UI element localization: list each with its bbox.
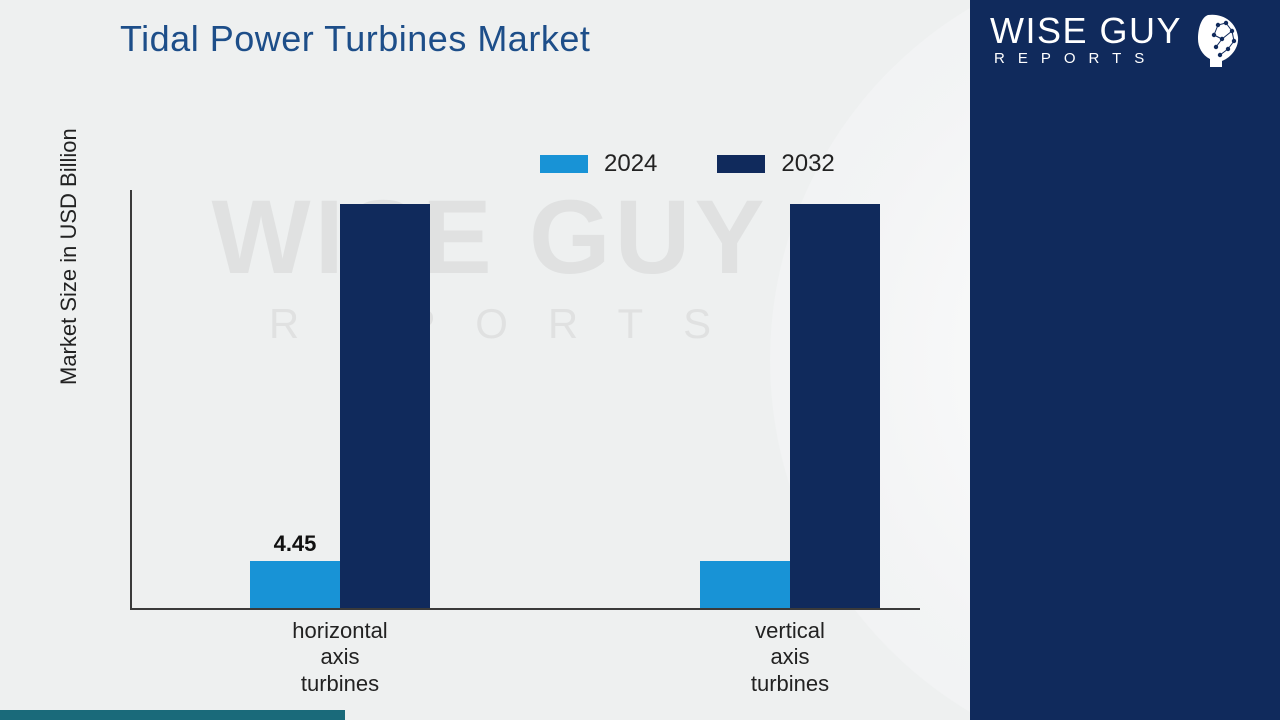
category-label-vertical: verticalaxisturbines	[700, 618, 880, 697]
head-icon	[1188, 11, 1244, 67]
legend-label-2024: 2024	[604, 150, 657, 178]
brand-logo: WISE GUY REPORTS	[990, 10, 1250, 67]
chart-title: Tidal Power Turbines Market	[120, 18, 590, 60]
right-sidebar	[970, 0, 1280, 720]
x-axis-baseline	[130, 608, 920, 610]
bar-vertical-2032	[790, 204, 880, 608]
category-label-horizontal: horizontalaxisturbines	[250, 618, 430, 697]
bar-horizontal-2032	[340, 204, 430, 608]
bar-vertical-2024	[700, 561, 790, 608]
bar-horizontal-2024	[250, 561, 340, 608]
y-axis-line	[130, 190, 132, 610]
legend-item-2024: 2024	[540, 150, 657, 178]
bar-value-horizontal-2024: 4.45	[250, 531, 340, 557]
chart-area: 4.45 horizontalaxisturbines verticalaxis…	[130, 190, 920, 610]
logo-sub-text: REPORTS	[990, 50, 1182, 67]
legend-swatch-2024	[540, 155, 588, 173]
y-axis-label: Market Size in USD Billion	[56, 128, 82, 385]
stage: WISE GUY REPORTS Tidal Power Turbines Ma…	[0, 0, 1280, 720]
legend-item-2032: 2032	[717, 150, 834, 178]
chart-legend: 2024 2032	[540, 150, 835, 178]
legend-label-2032: 2032	[781, 150, 834, 178]
legend-swatch-2032	[717, 155, 765, 173]
logo-main-text: WISE GUY	[990, 10, 1182, 52]
plot-area: 4.45	[130, 190, 920, 610]
bottom-accent-bar	[0, 710, 345, 720]
